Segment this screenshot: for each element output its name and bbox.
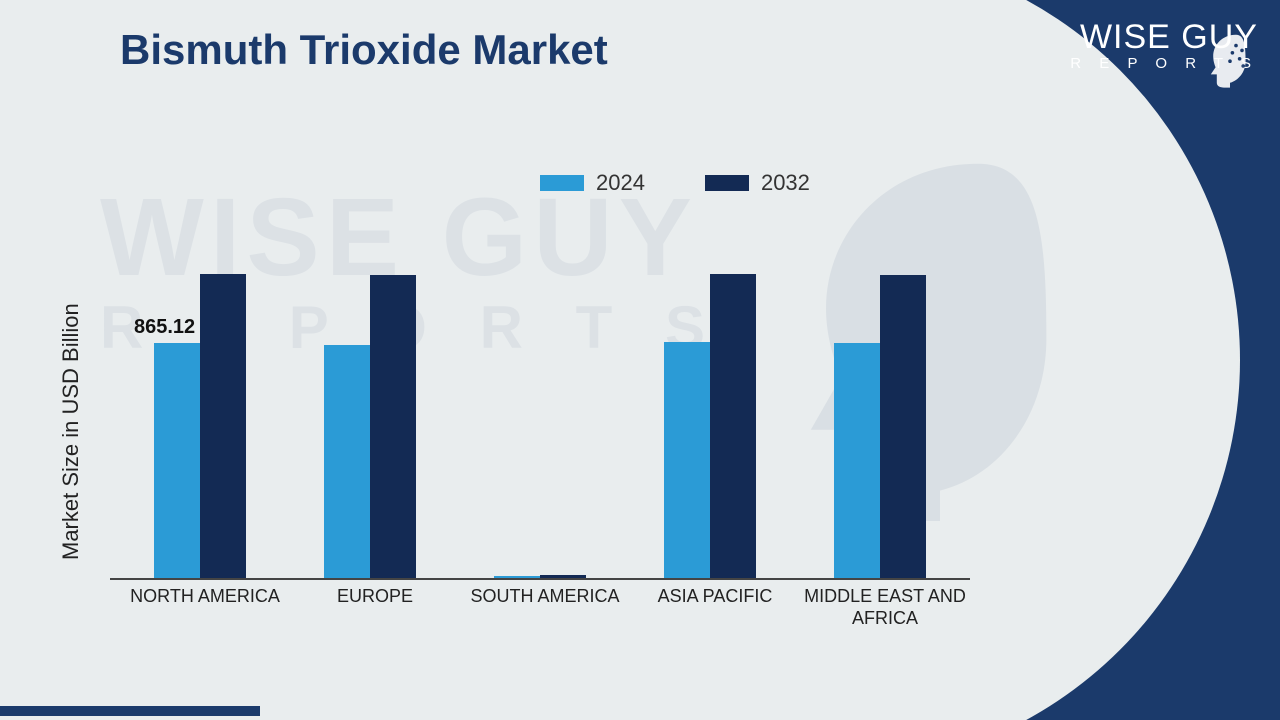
stage: WISE GUY R E P O R T S WISE GUY R E P O … (0, 0, 1280, 720)
bar (540, 575, 586, 578)
right-panel: WISE GUY R E P O R T S (960, 0, 1280, 720)
x-axis-category-label: ASIA PACIFIC (630, 586, 800, 608)
bar-chart: NORTH AMERICAEUROPESOUTH AMERICAASIA PAC… (110, 200, 970, 580)
bar (370, 275, 416, 578)
bar-group: MIDDLE EAST AND AFRICA (810, 200, 960, 580)
bar-pair (834, 275, 926, 578)
legend-label-2024: 2024 (596, 170, 645, 196)
bar (494, 576, 540, 578)
x-axis-category-label: MIDDLE EAST AND AFRICA (800, 586, 970, 629)
bar-group: EUROPE (300, 200, 450, 580)
bar (664, 342, 710, 578)
legend-item-2024: 2024 (540, 170, 645, 196)
bar-group: NORTH AMERICA (130, 200, 280, 580)
x-axis-category-label: NORTH AMERICA (120, 586, 290, 608)
bar (154, 343, 200, 578)
bar (710, 274, 756, 578)
bar-pair (494, 575, 586, 578)
x-axis-category-label: EUROPE (290, 586, 460, 608)
bar-data-label: 865.12 (134, 316, 195, 339)
bar (834, 343, 880, 578)
footer-accent-bar (0, 706, 260, 716)
legend: 2024 2032 (540, 170, 810, 196)
chart-title: Bismuth Trioxide Market (120, 26, 608, 74)
y-axis-label: Market Size in USD Billion (58, 303, 84, 560)
bar-pair (664, 274, 756, 578)
bar (324, 345, 370, 578)
bar-group: ASIA PACIFIC (640, 200, 790, 580)
bar (200, 274, 246, 578)
brand-head-icon (1200, 30, 1260, 90)
bar-pair (324, 275, 416, 578)
legend-label-2032: 2032 (761, 170, 810, 196)
x-axis-category-label: SOUTH AMERICA (460, 586, 630, 608)
bar-group: SOUTH AMERICA (470, 200, 620, 580)
legend-item-2032: 2032 (705, 170, 810, 196)
legend-swatch-2032 (705, 175, 749, 191)
bar (880, 275, 926, 578)
brand-logo: WISE GUY R E P O R T S (1070, 18, 1258, 72)
legend-swatch-2024 (540, 175, 584, 191)
